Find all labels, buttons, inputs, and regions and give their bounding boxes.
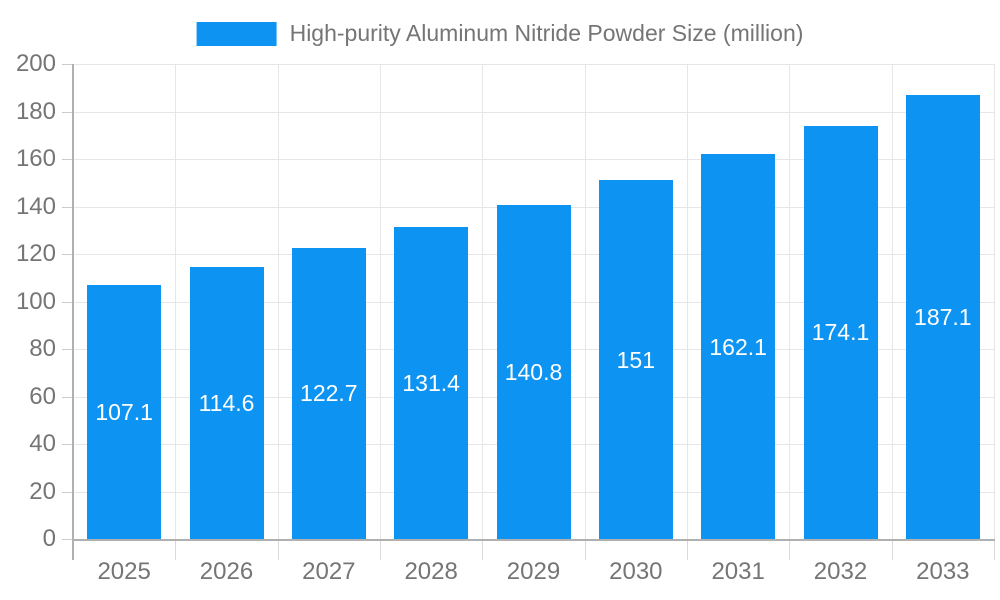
- y-axis-tick: [62, 64, 73, 65]
- x-axis-tick: [482, 541, 484, 560]
- y-axis-label: 180: [15, 97, 56, 125]
- y-axis-tick: [62, 111, 73, 113]
- bar-value-label: 187.1: [914, 303, 972, 330]
- bar-value-label: 107.1: [95, 398, 153, 425]
- y-axis-tick: [62, 254, 73, 255]
- y-axis-label: 60: [29, 382, 56, 410]
- bar[interactable]: [905, 94, 980, 539]
- gridline-horizontal: [73, 111, 995, 113]
- bar[interactable]: [87, 284, 162, 539]
- bar[interactable]: [701, 154, 776, 539]
- gridline-horizontal: [73, 159, 995, 160]
- bar[interactable]: [291, 247, 366, 539]
- bar-value-label: 174.1: [811, 319, 870, 346]
- gridline-vertical: [175, 64, 177, 539]
- bar[interactable]: [803, 125, 878, 539]
- y-axis-label: 160: [15, 145, 56, 172]
- bar[interactable]: [394, 226, 469, 539]
- x-axis-line: [72, 539, 995, 541]
- chart-legend[interactable]: High-purity Aluminum Nitride Powder Size…: [196, 20, 804, 47]
- legend-swatch: [196, 21, 277, 46]
- bar-value-label: 131.4: [402, 369, 460, 396]
- bar-value-label: 114.6: [198, 389, 255, 416]
- x-axis-label: 2030: [609, 558, 663, 585]
- x-axis-label: 2029: [506, 558, 561, 585]
- y-axis-tick: [62, 206, 73, 208]
- gridline-vertical: [687, 64, 688, 539]
- y-axis-label: 0: [42, 525, 56, 552]
- y-axis-label: 100: [15, 287, 56, 315]
- x-axis-tick: [584, 541, 586, 560]
- y-axis-tick: [62, 491, 73, 493]
- y-axis-tick: [62, 539, 73, 540]
- gridline-vertical: [994, 64, 995, 539]
- y-axis-label: 140: [15, 192, 56, 220]
- bar-value-label: 122.7: [300, 380, 358, 407]
- legend-label: High-purity Aluminum Nitride Powder Size…: [289, 20, 804, 46]
- x-axis-label: 2028: [404, 558, 458, 585]
- y-axis-tick: [62, 396, 73, 398]
- gridline-vertical: [277, 64, 279, 539]
- gridline-vertical: [380, 64, 381, 539]
- y-axis-line: [72, 64, 74, 560]
- y-axis-label: 40: [29, 430, 56, 457]
- x-axis-tick: [789, 541, 791, 560]
- y-axis-tick: [62, 349, 73, 350]
- bar[interactable]: [496, 204, 571, 539]
- bar-value-label: 162.1: [709, 333, 767, 360]
- gridline-vertical: [584, 64, 586, 539]
- bar-value-label: 140.8: [504, 358, 563, 385]
- y-axis-tick: [62, 159, 73, 160]
- y-axis-label: 200: [15, 50, 56, 77]
- x-axis-tick: [687, 541, 688, 560]
- gridline-vertical: [482, 64, 484, 539]
- x-axis-label: 2032: [813, 558, 868, 585]
- bar[interactable]: [189, 266, 264, 539]
- bar[interactable]: [598, 180, 673, 539]
- y-axis-label: 80: [29, 335, 56, 362]
- x-axis-tick: [994, 541, 995, 560]
- x-axis-label: 2033: [916, 558, 970, 585]
- x-axis-label: 2031: [711, 558, 765, 585]
- x-axis-label: 2025: [97, 558, 151, 585]
- y-axis-label: 20: [29, 477, 56, 505]
- gridline-vertical: [891, 64, 893, 539]
- x-axis-tick: [175, 541, 177, 560]
- y-axis-tick: [62, 301, 73, 303]
- gridline-vertical: [789, 64, 791, 539]
- x-axis-tick: [891, 541, 893, 560]
- y-axis-tick: [62, 444, 73, 445]
- bar-value-label: 151: [616, 346, 656, 373]
- x-axis-tick: [277, 541, 279, 560]
- gridline-horizontal: [73, 64, 995, 65]
- x-axis-tick: [380, 541, 381, 560]
- x-axis-label: 2026: [199, 558, 254, 585]
- y-axis-label: 120: [15, 240, 56, 267]
- x-axis-label: 2027: [302, 558, 356, 585]
